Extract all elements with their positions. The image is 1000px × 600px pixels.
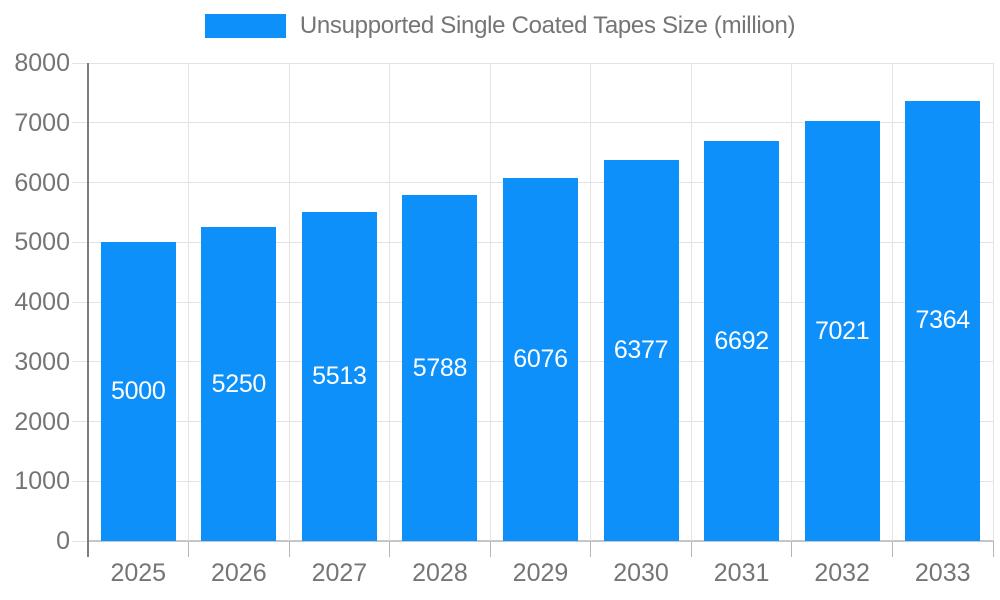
x-tick-label: 2026 (211, 559, 267, 587)
bar[interactable]: 6076 (503, 177, 578, 541)
bar-value-label: 5250 (211, 369, 267, 398)
bar[interactable]: 5513 (301, 211, 377, 541)
y-tick-label: 5000 (14, 228, 70, 257)
x-tick-mark (791, 541, 793, 557)
x-tick-mark (590, 541, 592, 557)
bar-value-label: 6692 (714, 326, 769, 355)
x-tick-label: 2028 (412, 559, 468, 587)
y-tick-mark (72, 540, 88, 542)
h-gridline (88, 62, 993, 64)
h-gridline (88, 122, 993, 124)
v-gridline (590, 63, 592, 541)
x-tick-mark (188, 541, 190, 557)
bar[interactable]: 6692 (704, 141, 780, 541)
v-gridline (891, 63, 893, 541)
y-tick-mark (72, 241, 88, 243)
bar-value-label: 5000 (111, 377, 166, 406)
y-tick-label: 0 (56, 527, 70, 555)
x-tick-mark (690, 541, 692, 557)
bar-value-label: 6076 (513, 344, 568, 373)
y-tick-mark (72, 480, 88, 482)
v-gridline (489, 63, 491, 541)
bar[interactable]: 7021 (804, 121, 880, 541)
v-gridline (188, 63, 190, 541)
bar[interactable]: 6377 (603, 159, 679, 541)
legend-swatch (204, 14, 286, 38)
y-tick-label: 4000 (14, 288, 70, 316)
legend[interactable]: Unsupported Single Coated Tapes Size (mi… (0, 12, 1000, 40)
x-tick-mark (288, 541, 290, 557)
x-tick-mark (489, 541, 491, 557)
y-tick-label: 7000 (14, 108, 70, 137)
v-gridline (389, 63, 391, 541)
bar[interactable]: 5000 (100, 242, 176, 541)
y-tick-mark (72, 182, 88, 183)
y-axis-line (87, 63, 89, 557)
bar[interactable]: 7364 (905, 101, 981, 541)
bar-value-label: 7021 (814, 316, 870, 345)
x-tick-mark (992, 541, 994, 557)
x-tick-mark (389, 541, 391, 557)
y-tick-label: 1000 (14, 467, 70, 496)
y-tick-label: 2000 (14, 407, 70, 436)
v-gridline (992, 63, 994, 541)
x-tick-label: 2033 (914, 559, 971, 587)
y-tick-mark (72, 301, 88, 303)
y-tick-label: 3000 (14, 347, 70, 376)
y-tick-mark (72, 421, 88, 422)
x-tick-label: 2029 (512, 559, 569, 587)
y-tick-mark (72, 361, 88, 363)
bar[interactable]: 5788 (402, 195, 478, 541)
y-tick-mark (72, 62, 88, 64)
bar-value-label: 7364 (915, 306, 971, 335)
x-tick-label: 2030 (613, 559, 669, 587)
x-baseline (88, 540, 993, 542)
bar-value-label: 6377 (613, 335, 669, 364)
y-tick-mark (72, 122, 88, 124)
v-gridline (690, 63, 692, 541)
legend-label: Unsupported Single Coated Tapes Size (mi… (299, 12, 796, 39)
v-gridline (288, 63, 290, 541)
y-tick-label: 6000 (14, 168, 70, 197)
bar-value-label: 5513 (312, 361, 367, 390)
y-tick-label: 8000 (14, 49, 70, 77)
x-tick-label: 2025 (110, 559, 167, 587)
x-tick-label: 2032 (814, 559, 870, 587)
x-tick-label: 2031 (713, 559, 770, 587)
bar-value-label: 5788 (412, 353, 468, 382)
x-tick-mark (891, 541, 893, 557)
x-tick-label: 2027 (311, 559, 368, 587)
v-gridline (791, 63, 793, 541)
bar[interactable]: 5250 (201, 227, 277, 541)
